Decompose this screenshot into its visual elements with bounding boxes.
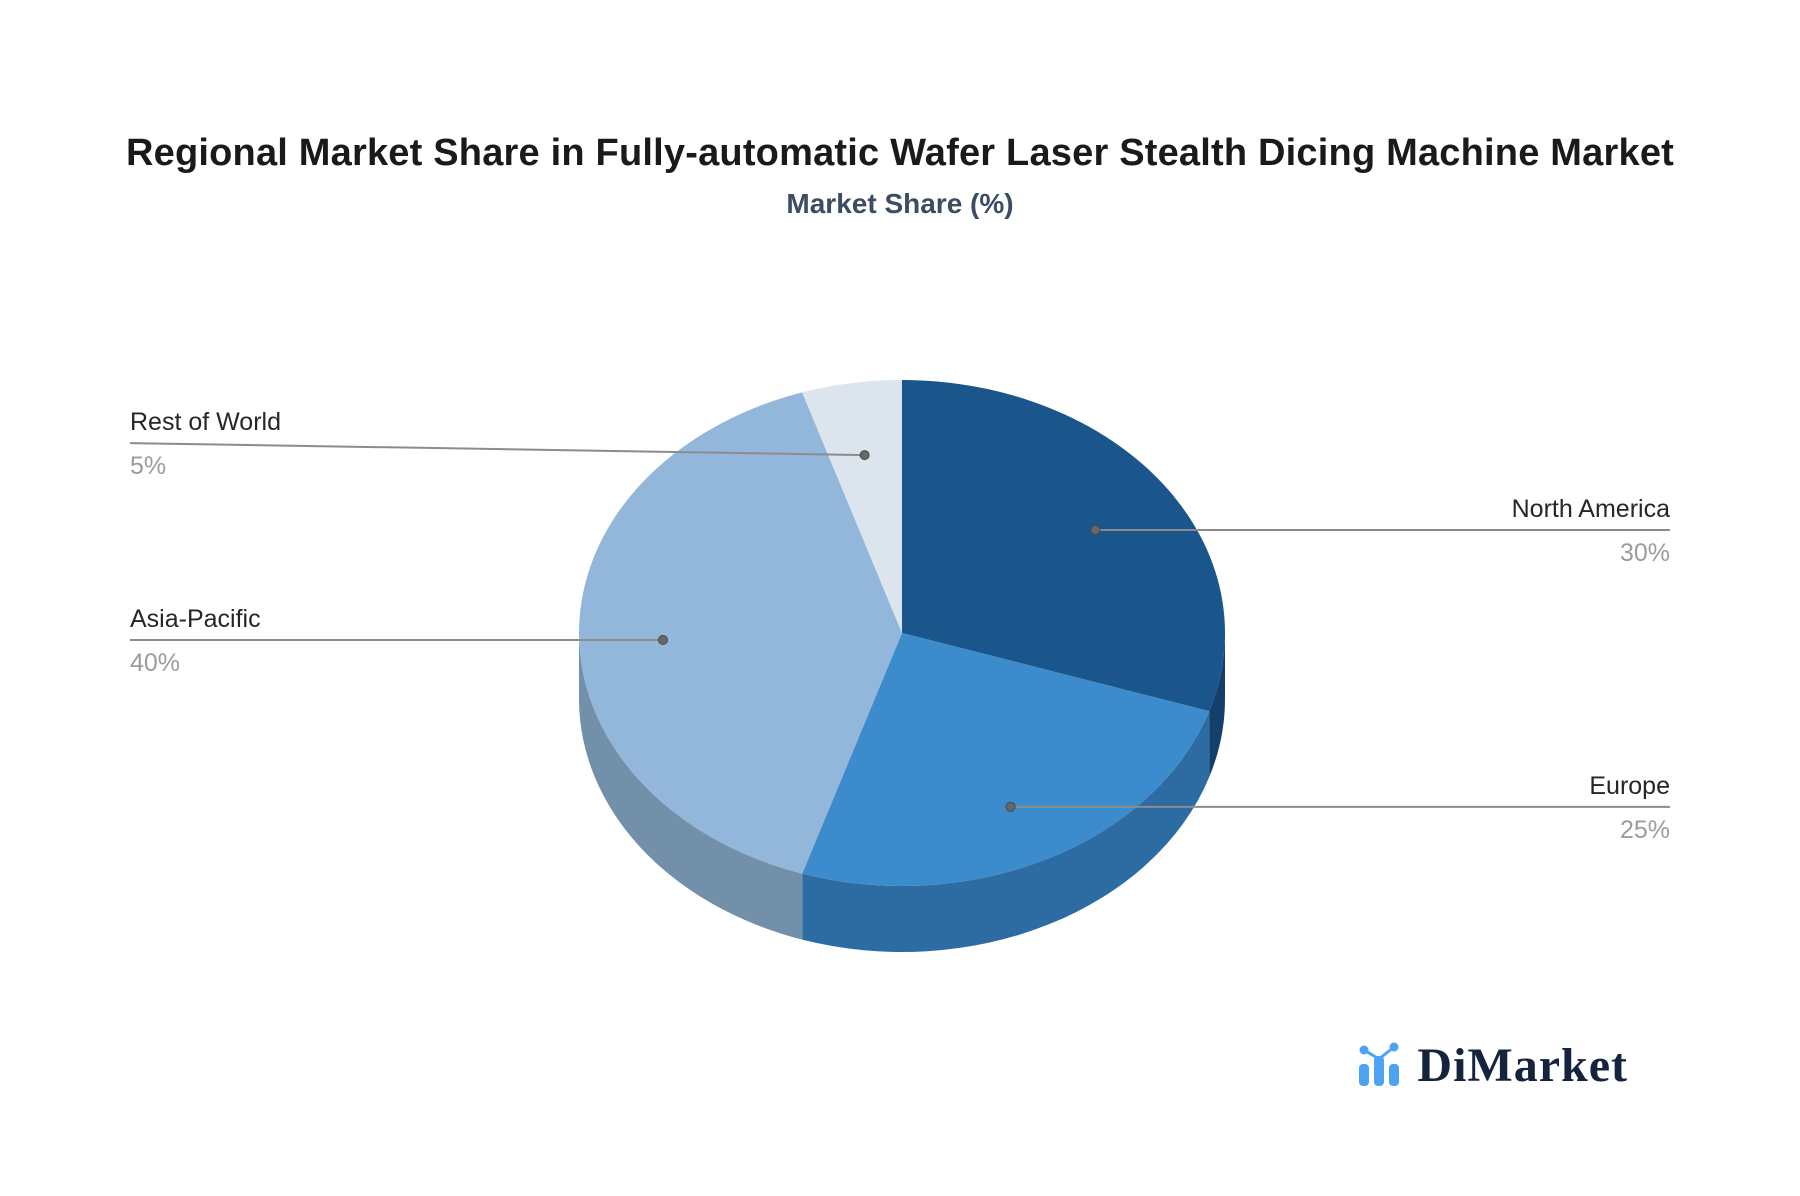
pie-slice-north-america[interactable] [902, 380, 1226, 712]
chart-subtitle: Market Share (%) [786, 188, 1014, 219]
slice-percent-rest-of-world: 5% [130, 452, 167, 481]
pie-slice-side-europe [802, 711, 1210, 952]
dimarket-logo: DiMarket [1357, 1039, 1628, 1092]
label-anchor-dot [859, 450, 870, 461]
label-anchor-dot [657, 635, 668, 645]
logo-text: DiMarket [1417, 1039, 1628, 1092]
slice-label-rest-of-world: Rest of World [130, 408, 281, 437]
pie-slice-europe[interactable] [802, 633, 1210, 886]
chart-title: Regional Market Share in Fully-automatic… [125, 132, 1675, 174]
bar-chart-sparkline-icon [1359, 1042, 1400, 1086]
slice-label-north-america: North America [1511, 494, 1670, 523]
pie-slice-rest-of-world[interactable] [802, 380, 902, 633]
label-anchor-dot [1005, 801, 1016, 812]
slice-percent-north-america: 30% [1619, 538, 1670, 567]
pie-slice-asia-pacific[interactable] [578, 392, 902, 874]
pie-slice-side-north-america [1209, 633, 1225, 778]
label-connector [129, 442, 865, 457]
slice-percent-asia-pacific: 40% [130, 649, 181, 677]
slice-label-europe: Europe [1589, 771, 1670, 800]
slice-percent-europe: 25% [1619, 815, 1670, 844]
chart-header: Regional Market Share in Fully-automatic… [0, 0, 1800, 218]
pie-slice-side-asia-pacific [579, 633, 803, 940]
slice-label-asia-pacific: Asia-Pacific [130, 605, 261, 633]
label-anchor-dot [1090, 524, 1101, 535]
